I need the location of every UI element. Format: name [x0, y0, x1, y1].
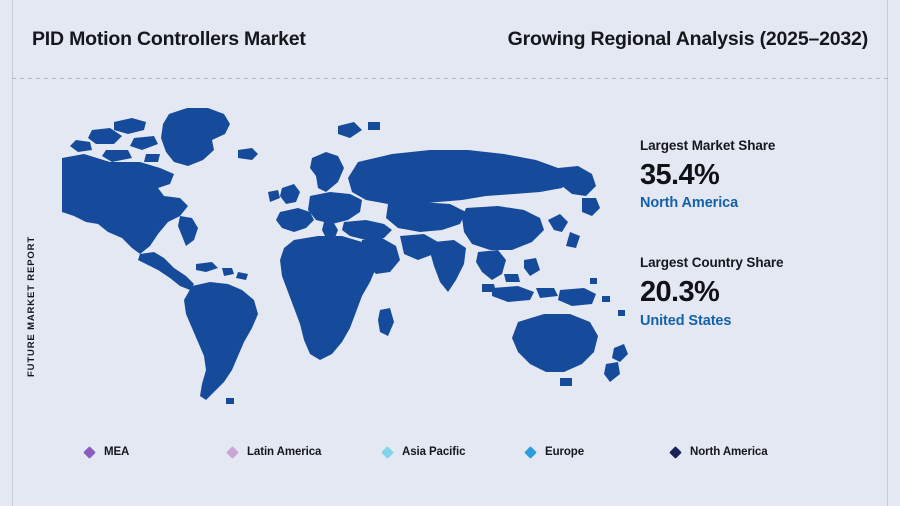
map-legend: MEA Latin America Asia Pacific Europe No… — [83, 445, 860, 459]
diamond-marker-latin-america — [226, 445, 239, 459]
diamond-marker-mea — [83, 445, 96, 459]
frame-rule-left — [12, 0, 13, 506]
map-landmasses — [62, 108, 628, 404]
legend-label-europe: Europe — [545, 446, 585, 458]
stat-block-market-share: Largest Market Share 35.4% North America — [640, 138, 880, 211]
stat-label-country-share: Largest Country Share — [640, 255, 784, 271]
brand-vertical-label: FUTURE MARKET REPORT — [26, 236, 37, 378]
world-map — [62, 96, 632, 416]
legend-item-latin-america[interactable]: Latin America — [226, 445, 383, 459]
diamond-marker-asia-pacific — [381, 445, 394, 459]
stat-region-country-share: United States — [640, 312, 732, 329]
stat-block-country-share: Largest Country Share 20.3% United State… — [640, 255, 880, 328]
frame-rule-right — [887, 0, 888, 506]
diamond-marker-north-america — [669, 445, 682, 459]
header-divider — [12, 78, 888, 79]
world-map-svg — [62, 108, 628, 404]
stat-value-country-share: 20.3% — [640, 276, 720, 309]
legend-item-europe[interactable]: Europe — [524, 445, 671, 459]
legend-item-mea[interactable]: MEA — [83, 445, 228, 459]
legend-label-north-america: North America — [690, 446, 768, 458]
stat-region-market-share: North America — [640, 195, 739, 212]
header: PID Motion Controllers Market Growing Re… — [12, 0, 888, 78]
legend-label-mea: MEA — [104, 446, 130, 458]
legend-label-latin-america: Latin America — [247, 446, 322, 458]
diamond-marker-europe — [524, 445, 537, 459]
header-subtitle: Growing Regional Analysis (2025–2032) — [507, 27, 869, 50]
legend-label-asia-pacific: Asia Pacific — [402, 446, 466, 458]
stat-value-market-share: 35.4% — [640, 159, 720, 191]
stat-label-market-share: Largest Market Share — [640, 138, 776, 153]
stats-panel: Largest Market Share 35.4% North America… — [640, 138, 880, 329]
page-title: PID Motion Controllers Market — [32, 27, 306, 50]
legend-item-asia-pacific[interactable]: Asia Pacific — [381, 445, 526, 459]
legend-item-north-america[interactable]: North America — [669, 445, 768, 459]
